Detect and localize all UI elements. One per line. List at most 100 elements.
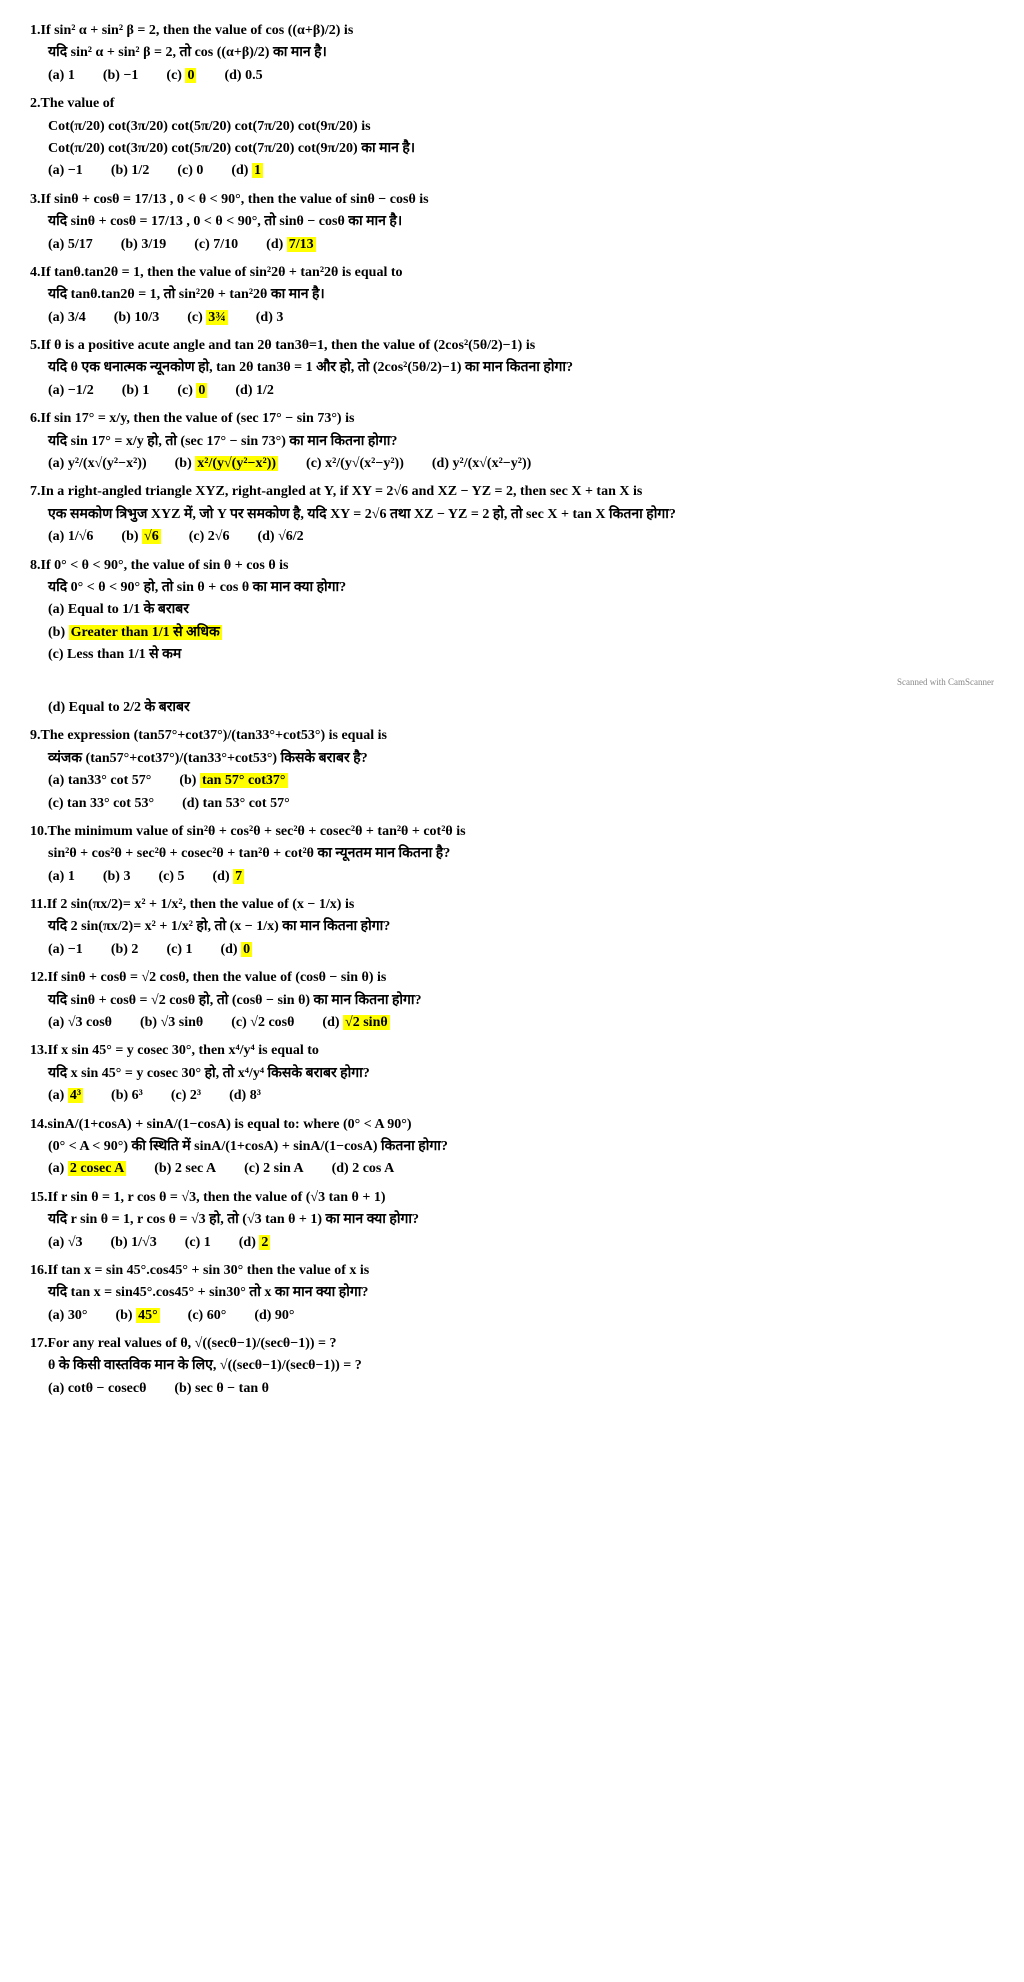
options-row: (a) −1/2 (b) 1 (c) 0 (d) 1/2 <box>48 380 994 402</box>
option: (d) 3 <box>256 307 284 329</box>
option: (c) 0 <box>177 380 207 402</box>
options-row: (a) −1(b) 1/2(c) 0(d) 1 <box>48 160 994 182</box>
option: (b) −1 <box>103 65 139 87</box>
options-row: (c) tan 33° cot 53°(d) tan 53° cot 57° <box>48 793 994 815</box>
option: (b) 10/3 <box>114 307 160 329</box>
question: 4.If tanθ.tan2θ = 1, then the value of s… <box>30 262 994 329</box>
option: (d) 1 <box>231 160 263 182</box>
option: (a) tan33° cot 57° <box>48 770 151 792</box>
option: (c) x²/(y√(x²−y²)) <box>306 453 404 475</box>
question: 7.In a right-angled triangle XYZ, right-… <box>30 481 994 548</box>
question-en: 11.If 2 sin(πx/2)= x² + 1/x², then the v… <box>30 894 994 916</box>
question-en: 1.If sin² α + sin² β = 2, then the value… <box>30 20 994 42</box>
option-line: (a) Equal to 1/1 के बराबर <box>48 599 994 621</box>
option: (a) 5/17 <box>48 234 93 256</box>
option: (a) 1 <box>48 65 75 87</box>
option: (d) 7 <box>213 866 245 888</box>
option: (d) √2 sinθ <box>322 1012 389 1034</box>
options-row: (a) √3 cosθ(b) √3 sinθ(c) √2 cosθ(d) √2 … <box>48 1012 994 1034</box>
option: (b) tan 57° cot37° <box>179 770 287 792</box>
option: (c) 3¾ <box>187 307 228 329</box>
option: (a) cotθ − cosecθ <box>48 1378 146 1400</box>
options-row: (a) 2 cosec A(b) 2 sec A(c) 2 sin A(d) 2… <box>48 1158 994 1180</box>
option: (b) 2 <box>111 939 139 961</box>
option-line: (c) Less than 1/1 से कम <box>48 644 994 666</box>
option: (d) 2 <box>239 1232 271 1254</box>
question: 8.If 0° < θ < 90°, the value of sin θ + … <box>30 555 994 667</box>
question-en: 16.If tan x = sin 45°.cos45° + sin 30° t… <box>30 1260 994 1282</box>
question: 9.The expression (tan57°+cot37°)/(tan33°… <box>30 725 994 815</box>
options-row: (a) 1 (b) −1 (c) 0 (d) 0.5 <box>48 65 994 87</box>
option: (c) 0 <box>177 160 203 182</box>
question-hi: एक समकोण त्रिभुज XYZ में, जो Y पर समकोण … <box>48 504 994 526</box>
question-en: 12.If sinθ + cosθ = √2 cosθ, then the va… <box>30 967 994 989</box>
option: (a) 1 <box>48 866 75 888</box>
option-line: (d) Equal to 2/2 के बराबर <box>48 697 994 719</box>
option: (c) 0 <box>166 65 196 87</box>
option: (c) 5 <box>158 866 184 888</box>
option: (d) 2 cos A <box>332 1158 395 1180</box>
options-row: (a) 1(b) 3(c) 5(d) 7 <box>48 866 994 888</box>
option: (b) 1/√3 <box>111 1232 157 1254</box>
question-hi: (0° < A < 90°) की स्थिति में sinA/(1+cos… <box>48 1136 994 1158</box>
question-en: 17.For any real values of θ, √((secθ−1)/… <box>30 1333 994 1355</box>
option: (c) 1 <box>166 939 192 961</box>
option: (c) 1 <box>185 1232 211 1254</box>
option: (b) √3 sinθ <box>140 1012 203 1034</box>
option-line: (b) Greater than 1/1 से अधिक <box>48 622 994 644</box>
question: 13.If x sin 45° = y cosec 30°, then x⁴/y… <box>30 1040 994 1107</box>
question: 1.If sin² α + sin² β = 2, then the value… <box>30 20 994 87</box>
option: (b) 6³ <box>111 1085 143 1107</box>
question-en: 6.If sin 17° = x/y, then the value of (s… <box>30 408 994 430</box>
option: (c) 60° <box>188 1305 227 1327</box>
question: 10.The minimum value of sin²θ + cos²θ + … <box>30 821 994 888</box>
option: (d) 0.5 <box>224 65 262 87</box>
question-hi: यदि tanθ.tan2θ = 1, तो sin²2θ + tan²2θ क… <box>48 284 994 306</box>
option: (c) 2 sin A <box>244 1158 304 1180</box>
option: (b) 45° <box>115 1305 159 1327</box>
question: 16.If tan x = sin 45°.cos45° + sin 30° t… <box>30 1260 994 1327</box>
option: (a) 30° <box>48 1305 87 1327</box>
option: (a) −1/2 <box>48 380 94 402</box>
question: 14.sinA/(1+cosA) + sinA/(1−cosA) is equa… <box>30 1114 994 1181</box>
option: (c) 2√6 <box>189 526 230 548</box>
question: 12.If sinθ + cosθ = √2 cosθ, then the va… <box>30 967 994 1034</box>
option: (c) tan 33° cot 53° <box>48 793 154 815</box>
option: (b) 1/2 <box>111 160 150 182</box>
option: (a) √3 cosθ <box>48 1012 112 1034</box>
option: (c) 2³ <box>171 1085 201 1107</box>
question-en: 10.The minimum value of sin²θ + cos²θ + … <box>30 821 994 843</box>
question-hi: यदि sinθ + cosθ = √2 cosθ हो, तो (cosθ −… <box>48 990 994 1012</box>
question-hi: Cot(π/20) cot(3π/20) cot(5π/20) cot(7π/2… <box>48 138 994 160</box>
question-hi: यदि 2 sin(πx/2)= x² + 1/x² हो, तो (x − 1… <box>48 916 994 938</box>
question-en: 3.If sinθ + cosθ = 17/13 , 0 < θ < 90°, … <box>30 189 994 211</box>
question-hi: θ के किसी वास्तविक मान के लिए, √((secθ−1… <box>48 1355 994 1377</box>
question-en: 5.If θ is a positive acute angle and tan… <box>30 335 994 357</box>
option: (d) 1/2 <box>235 380 274 402</box>
options-row: (a) 5/17(b) 3/19(c) 7/10(d) 7/13 <box>48 234 994 256</box>
option: (d) 8³ <box>229 1085 261 1107</box>
options-row: (a) 3/4(b) 10/3(c) 3¾(d) 3 <box>48 307 994 329</box>
question-hi: यदि x sin 45° = y cosec 30° हो, तो x⁴/y⁴… <box>48 1063 994 1085</box>
options-row: (a) cotθ − cosecθ(b) sec θ − tan θ <box>48 1378 994 1400</box>
option: (b) 2 sec A <box>154 1158 216 1180</box>
option: (d) 90° <box>254 1305 294 1327</box>
options-row: (a) 30° (b) 45° (c) 60° (d) 90° <box>48 1305 994 1327</box>
question: 11.If 2 sin(πx/2)= x² + 1/x², then the v… <box>30 894 994 961</box>
question-en2: Cot(π/20) cot(3π/20) cot(5π/20) cot(7π/2… <box>48 116 994 138</box>
options-row: (a) 1/√6(b) √6(c) 2√6(d) √6/2 <box>48 526 994 548</box>
option: (a) 4³ <box>48 1085 83 1107</box>
question-hi: यदि 0° < θ < 90° हो, तो sin θ + cos θ का… <box>48 577 994 599</box>
question-hi: यदि tan x = sin45°.cos45° + sin30° तो x … <box>48 1282 994 1304</box>
question-hi: यदि sinθ + cosθ = 17/13 , 0 < θ < 90°, त… <box>48 211 994 233</box>
option: (a) 1/√6 <box>48 526 93 548</box>
scanner-watermark: Scanned with CamScanner <box>30 675 994 689</box>
option: (b) 1 <box>122 380 150 402</box>
question: 6.If sin 17° = x/y, then the value of (s… <box>30 408 994 475</box>
option: (d) y²/(x√(x²−y²)) <box>432 453 531 475</box>
question: 5.If θ is a positive acute angle and tan… <box>30 335 994 402</box>
option: (d) 0 <box>220 939 252 961</box>
option: (a) −1 <box>48 939 83 961</box>
options-row: (a) −1 (b) 2 (c) 1 (d) 0 <box>48 939 994 961</box>
question: 15.If r sin θ = 1, r cos θ = √3, then th… <box>30 1187 994 1254</box>
